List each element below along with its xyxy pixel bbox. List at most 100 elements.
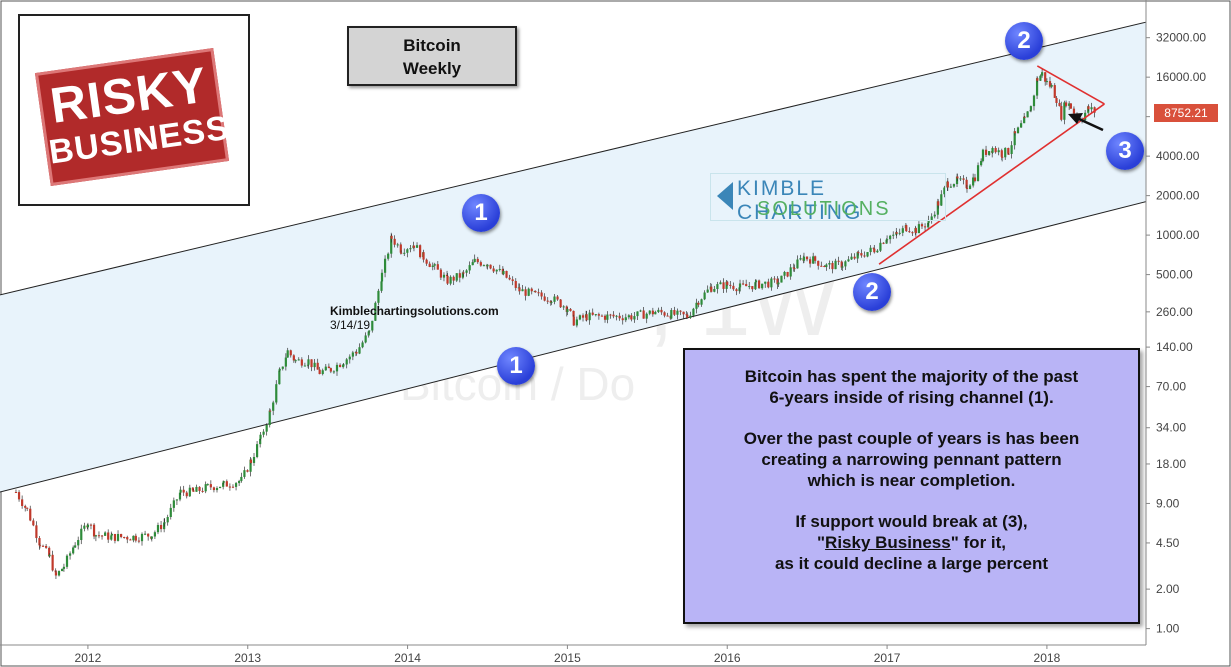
candle-body	[559, 299, 562, 308]
candle-body	[445, 274, 449, 276]
candle-body	[956, 176, 959, 179]
candle-body	[399, 244, 402, 253]
candle-body	[303, 365, 307, 367]
note-risky-business: Risky Business	[825, 533, 951, 552]
channel-upper-line	[0, 21, 1147, 296]
candle-body	[140, 533, 144, 542]
candle-body	[387, 253, 390, 259]
x-tick-label: 2016	[714, 651, 741, 665]
candle-body	[489, 264, 492, 269]
candle-body	[844, 261, 847, 267]
pennant-lower-line	[878, 103, 1105, 265]
candle-body	[297, 359, 300, 361]
candle-body	[355, 352, 358, 354]
candle-body	[150, 536, 153, 539]
candle-body	[802, 256, 806, 261]
candle-body	[591, 312, 594, 315]
candle-body	[185, 492, 188, 497]
candle-body	[17, 492, 21, 500]
candle-body	[252, 456, 256, 463]
candle-body	[508, 277, 511, 280]
candle-body	[243, 470, 246, 477]
candle-body	[569, 308, 572, 311]
candle-body	[757, 280, 761, 289]
candle-body	[663, 312, 666, 316]
candle-body	[107, 532, 110, 540]
candle-body	[850, 256, 853, 260]
candle-body	[1004, 147, 1007, 158]
candle-body	[588, 312, 591, 321]
note-p1-line-2: 6-years inside of rising channel (1).	[769, 388, 1054, 407]
candle-body	[147, 533, 150, 537]
candle-body	[946, 181, 949, 188]
candle-body	[313, 362, 316, 368]
candle-body	[530, 288, 533, 292]
x-tick-label: 2014	[394, 651, 421, 665]
candle-body	[543, 296, 546, 301]
candle-body	[191, 487, 195, 491]
candle-body	[129, 539, 132, 541]
site-credit: Kimblechartingsolutions.com 3/14/19	[330, 304, 499, 332]
candle-body	[192, 490, 195, 492]
candle-body	[89, 524, 93, 526]
candle-body	[615, 315, 618, 317]
candle-body	[163, 522, 166, 524]
candle-body	[169, 507, 172, 517]
candle-body	[812, 256, 815, 264]
candle-body	[449, 276, 452, 284]
candle-body	[35, 525, 38, 539]
candle-body	[860, 253, 863, 256]
candle-body	[403, 252, 406, 254]
candle-body	[856, 252, 859, 259]
candle-body	[68, 553, 72, 556]
candle-body	[425, 259, 428, 264]
candle-body	[51, 554, 54, 571]
candle-body	[465, 270, 468, 273]
time-axis: 2012 2013 2014 2015 2016 2017 2018	[75, 645, 1061, 665]
candle-body	[495, 269, 498, 272]
candle-body	[866, 252, 869, 257]
candle-body	[518, 287, 521, 292]
candle-body	[222, 481, 225, 483]
candle-body	[100, 535, 104, 537]
candle-body	[1064, 102, 1068, 106]
y-tick-label: 9.00	[1156, 496, 1180, 510]
candle-body	[817, 260, 820, 266]
note-p3-quote-open: "	[816, 533, 826, 552]
candle-body	[825, 264, 828, 268]
candle-body	[72, 547, 75, 554]
site-name: Kimblechartingsolutions.com	[330, 304, 499, 318]
candle-body	[209, 484, 212, 488]
candle-body	[594, 314, 597, 316]
chart-title: Bitcoin Weekly	[347, 26, 517, 86]
candle-body	[556, 296, 559, 300]
candle-body	[783, 271, 786, 276]
note-p2-line-1: Over the past couple of years is has bee…	[743, 429, 1080, 448]
candle-body	[738, 283, 742, 288]
candle-body	[259, 438, 262, 445]
candle-body	[380, 272, 384, 282]
candle-body	[585, 314, 588, 321]
candle-body	[754, 282, 757, 290]
candle-body	[182, 489, 185, 493]
candle-body	[259, 434, 262, 439]
candle-body	[204, 484, 207, 492]
y-tick-label: 140.00	[1156, 340, 1193, 354]
candle-body	[86, 524, 90, 528]
candle-body	[306, 364, 310, 366]
y-tick-label: 32000.00	[1156, 31, 1206, 45]
candle-body	[716, 284, 719, 290]
candle-body	[777, 282, 780, 285]
candle-body	[648, 310, 651, 314]
candle-body	[412, 245, 416, 248]
candle-body	[972, 177, 975, 186]
candle-body	[455, 273, 458, 281]
x-tick-label: 2013	[234, 651, 261, 665]
candle-body	[249, 459, 253, 463]
candle-body	[195, 486, 198, 492]
candle-body	[234, 483, 238, 487]
candle-body	[780, 275, 783, 283]
candle-body	[419, 245, 422, 258]
candle-body	[914, 228, 917, 234]
candle-body	[764, 281, 767, 284]
